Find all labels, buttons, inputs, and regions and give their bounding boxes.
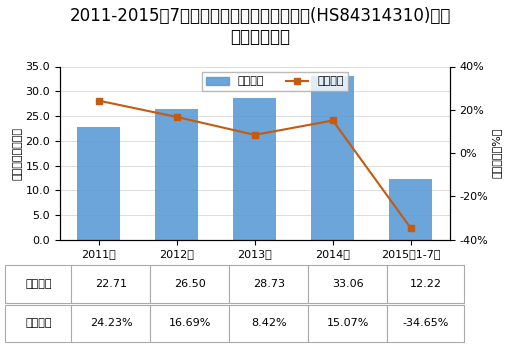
Text: 33.06: 33.06 [332,279,363,289]
Text: 24.23%: 24.23% [89,318,132,328]
Bar [150,304,229,342]
Bar [387,304,464,342]
Y-axis label: 同比增速（%）: 同比增速（%） [491,128,501,178]
Bar [71,304,150,342]
Bar [387,265,464,303]
Text: 26.50: 26.50 [174,279,206,289]
Bar [71,265,150,303]
Bar [5,304,71,342]
Text: 16.69%: 16.69% [169,318,211,328]
Text: -34.65%: -34.65% [402,318,449,328]
Text: 15.07%: 15.07% [327,318,369,328]
Text: 2011-2015年7月石油或天然气钻探机用零件(HS84314310)出口: 2011-2015年7月石油或天然气钻探机用零件(HS84314310)出口 [69,7,451,25]
Y-axis label: 出口数量（万吨）: 出口数量（万吨） [12,127,22,180]
Bar [311,76,354,240]
Text: 同比增长: 同比增长 [25,318,51,328]
Bar [389,179,432,240]
Bar [155,108,198,240]
Bar [308,304,387,342]
Text: 8.42%: 8.42% [251,318,287,328]
Bar [77,127,120,240]
Bar [150,265,229,303]
Text: 量及增速统计: 量及增速统计 [230,28,290,46]
Bar [229,265,308,303]
Legend: 出口数量, 同比增长: 出口数量, 同比增长 [202,72,348,91]
Text: 出口数量: 出口数量 [25,279,51,289]
Bar [308,265,387,303]
Bar [5,265,71,303]
Text: 22.71: 22.71 [95,279,127,289]
Bar [229,304,308,342]
Text: 12.22: 12.22 [410,279,441,289]
Text: 28.73: 28.73 [253,279,285,289]
Bar [233,98,276,240]
